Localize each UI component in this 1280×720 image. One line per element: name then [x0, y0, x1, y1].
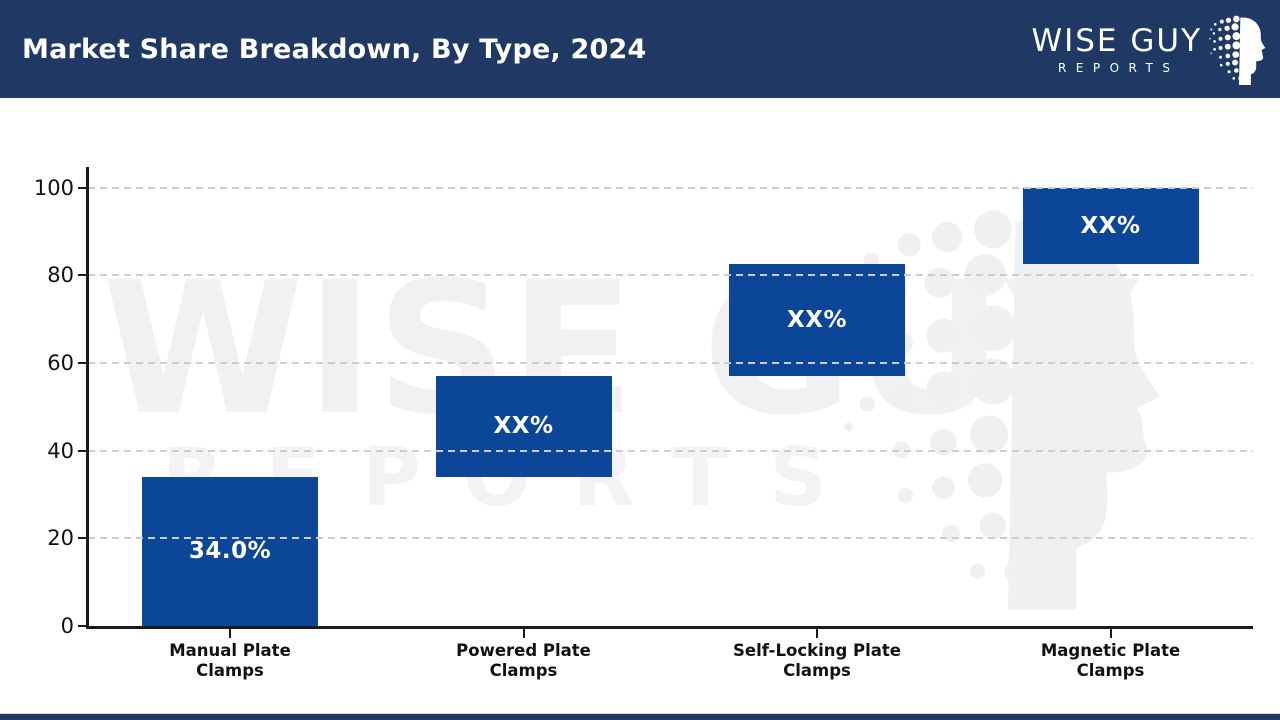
y-axis-tick-label: 80: [47, 263, 74, 288]
gridline-60: [88, 361, 1253, 364]
logo-wordmark: WISE GUY: [1031, 23, 1202, 59]
y-axis-tick-mark: [78, 186, 87, 189]
x-axis-tick-mark: [522, 629, 525, 638]
y-axis-tick-mark: [78, 625, 87, 627]
category-label-line: Self-Locking Plate: [733, 641, 901, 660]
waterfall-bar-4: XX%: [1022, 187, 1199, 265]
x-axis-category-label: Manual Plate Clamps: [100, 641, 360, 681]
y-axis-line: [86, 167, 89, 629]
gridline-80: [88, 274, 1253, 277]
wiseguy-logo: WISE GUY REPORTS: [1031, 8, 1272, 92]
x-axis-category-label: Self-Locking Plate Clamps: [687, 641, 947, 681]
bar-value-label: 34.0%: [188, 538, 272, 565]
y-axis-tick-label: 20: [47, 526, 74, 551]
gridline-40: [88, 449, 1253, 452]
y-axis-tick-label: 100: [33, 175, 74, 200]
x-axis-tick-mark: [1109, 629, 1112, 638]
category-label-line: Magnetic Plate: [1040, 641, 1181, 660]
wiseguy-head-icon: [1206, 13, 1272, 87]
wiseguy-logo-text: WISE GUY REPORTS: [1031, 23, 1202, 75]
page-title: Market Share Breakdown, By Type, 2024: [22, 33, 647, 65]
waterfall-bar-3: XX%: [729, 264, 905, 377]
y-axis-tick-mark: [78, 537, 87, 540]
bar-value-label: XX%: [493, 413, 554, 440]
footer-accent-bar: [0, 713, 1280, 720]
watermark-wordmark: WISE GUY: [102, 243, 1140, 456]
waterfall-bar-1: 34.0%: [142, 476, 318, 626]
bar-value-label: XX%: [1080, 212, 1141, 239]
y-axis-tick-mark: [78, 449, 87, 452]
logo-subtitle: REPORTS: [1057, 61, 1180, 75]
y-axis-tick-mark: [78, 274, 87, 277]
y-axis-tick-label: 60: [47, 350, 74, 375]
category-label-line: Clamps: [489, 661, 558, 680]
category-label-line: Clamps: [783, 661, 851, 680]
header-bar: Market Share Breakdown, By Type, 2024 WI…: [0, 0, 1280, 98]
bar-value-label: XX%: [786, 307, 847, 334]
x-axis-category-label: Magnetic Plate Clamps: [981, 641, 1241, 681]
category-label-line: Clamps: [1076, 661, 1145, 680]
y-axis-tick-mark: [78, 361, 87, 364]
waterfall-bar-2: XX%: [435, 376, 612, 477]
x-axis-tick-mark: [229, 629, 231, 638]
y-axis-tick-label: 40: [47, 438, 74, 463]
category-label-line: Clamps: [196, 661, 264, 680]
y-axis-tick-label: 0: [60, 614, 74, 638]
category-label-line: Manual Plate: [169, 641, 291, 660]
x-axis-category-label: Powered Plate Clamps: [394, 641, 654, 681]
gridline-100: [88, 186, 1253, 189]
x-axis-line: [86, 626, 1253, 629]
gridline-20: [88, 537, 1253, 540]
x-axis-tick-mark: [816, 629, 818, 638]
category-label-line: Powered Plate: [456, 641, 591, 660]
